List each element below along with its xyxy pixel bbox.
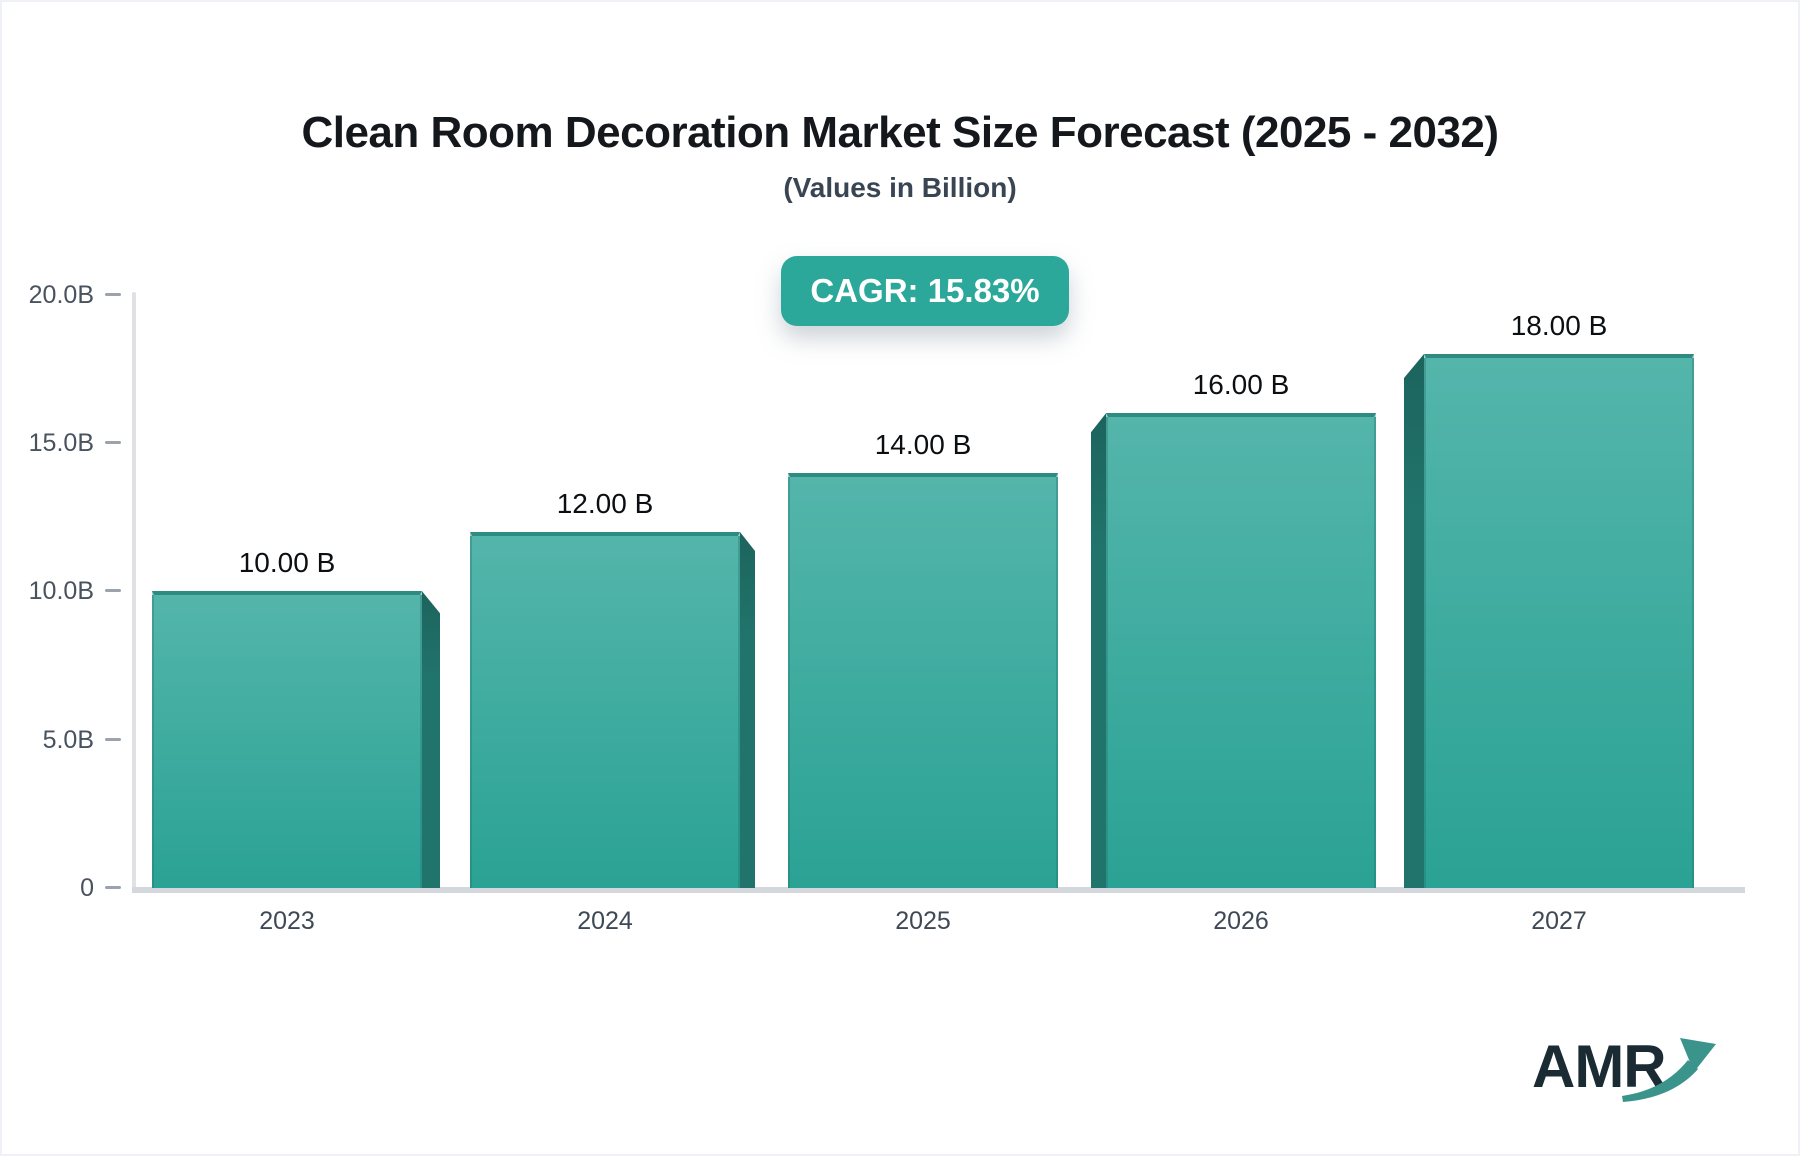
bar-2025 (788, 472, 1058, 888)
y-tick-mark (105, 292, 121, 296)
x-axis-line (132, 887, 1745, 893)
x-tick-label: 2026 (1213, 907, 1269, 935)
bar-3d-side (422, 591, 440, 888)
y-axis-line (132, 292, 136, 893)
bar-value-label: 18.00 B (1510, 309, 1608, 341)
cagr-badge: CAGR: 15.83% (781, 256, 1069, 326)
y-tick-mark (105, 737, 121, 741)
x-tick-label: 2024 (577, 907, 633, 935)
chart-subtitle: (Values in Billion) (783, 172, 1017, 203)
amr-logo-text: AMR (1532, 1033, 1667, 1100)
bar-2026 (1106, 413, 1376, 888)
y-tick-label: 20.0B (28, 280, 94, 309)
y-tick-label: 0 (80, 874, 94, 902)
x-tick-label: 2023 (259, 907, 315, 935)
bar-value-label: 10.00 B (238, 547, 336, 579)
amr-logo: AMR (1532, 1032, 1732, 1112)
y-tick-label: 5.0B (42, 725, 94, 754)
bar-2027 (1424, 353, 1694, 888)
chart-title: Clean Room Decoration Market Size Foreca… (301, 108, 1499, 157)
bar-3d-side (740, 531, 755, 888)
x-tick-label: 2025 (895, 907, 951, 935)
bar-2023 (152, 591, 422, 888)
bar-2024 (470, 531, 740, 888)
bar-value-label: 16.00 B (1192, 369, 1290, 401)
growth-arrow-icon (1622, 1038, 1716, 1102)
bar-value-label: 12.00 B (556, 487, 654, 519)
y-tick-label: 10.0B (28, 577, 94, 606)
bar-3d-side (1091, 413, 1106, 888)
y-tick-label: 15.0B (28, 428, 94, 457)
bar-3d-side (1404, 353, 1424, 888)
y-tick-mark (105, 440, 121, 444)
y-tick-mark (105, 589, 121, 593)
y-tick-mark (105, 886, 121, 889)
bar-value-label: 14.00 B (874, 428, 972, 460)
x-tick-label: 2027 (1531, 907, 1587, 935)
